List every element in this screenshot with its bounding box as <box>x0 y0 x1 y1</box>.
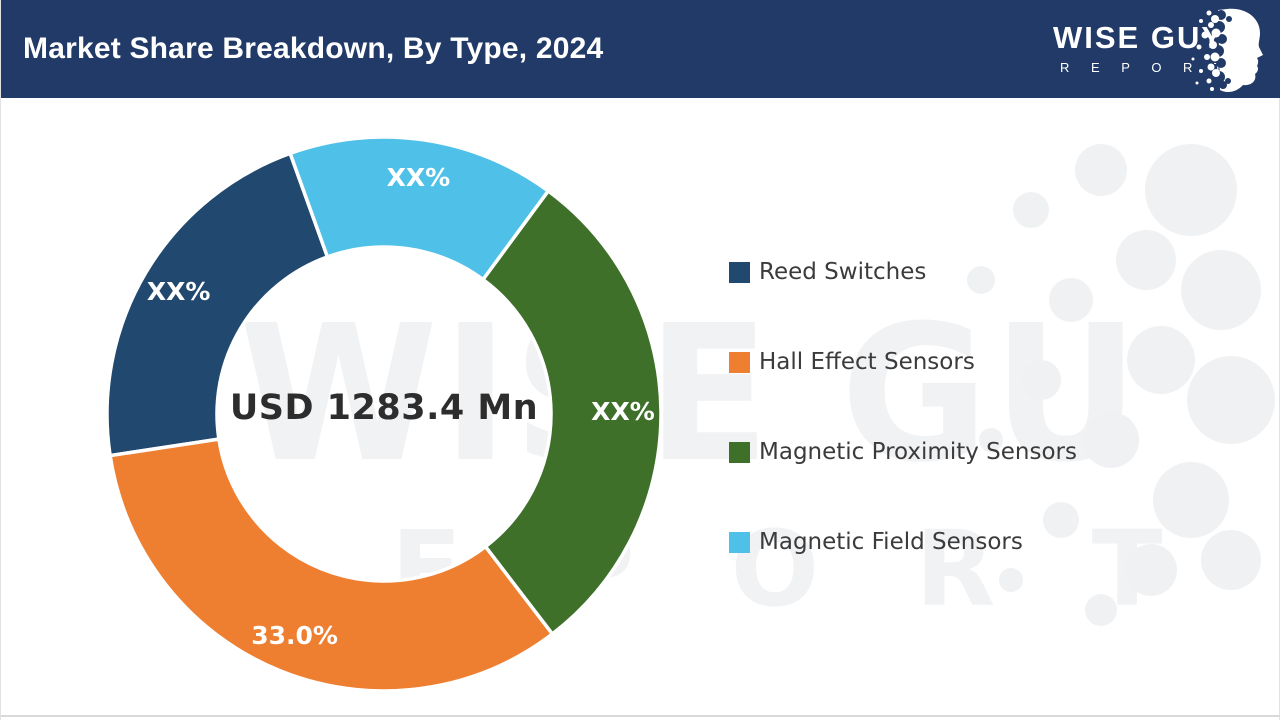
donut-segment-magnetic-field-sensors <box>288 135 550 282</box>
segment-value-label: 33.0% <box>251 621 338 650</box>
page-title: Market Share Breakdown, By Type, 2024 <box>23 32 604 65</box>
legend-swatch-icon <box>729 441 750 463</box>
header-bar: Market Share Breakdown, By Type, 2024 WI… <box>1 0 1280 98</box>
donut-segment-magnetic-proximity-sensors <box>481 189 663 636</box>
legend-label: Magnetic Field Sensors <box>759 529 1023 555</box>
legend-item-hall-effect-sensors: Hall Effect Sensors <box>729 342 1077 382</box>
bottom-edge-line <box>1 715 1280 717</box>
donut-segment-reed-switches <box>105 151 330 458</box>
legend-item-magnetic-field-sensors: Magnetic Field Sensors <box>729 522 1077 562</box>
legend-label: Reed Switches <box>759 259 927 285</box>
logo-reports-text: R E P O R T S <box>1060 60 1261 75</box>
donut-chart: XX% 33.0% XX% XX% <box>105 135 663 693</box>
chart-legend: Reed Switches Hall Effect Sensors Magnet… <box>729 252 1077 562</box>
segment-value-label: XX% <box>147 277 211 306</box>
donut-center-value: USD 1283.4 Mn <box>229 388 539 428</box>
logo-face-icon <box>1191 8 1263 93</box>
chart-area: XX% 33.0% XX% XX% USD 1283.4 Mn Reed Switch… <box>1 98 1280 720</box>
legend-swatch-icon <box>729 261 750 283</box>
watermark-face-dots <box>967 144 1275 626</box>
legend-item-reed-switches: Reed Switches <box>729 252 1077 292</box>
segment-value-label: XX% <box>591 397 655 426</box>
donut-segment-hall-effect-sensors <box>108 437 555 693</box>
wise-guy-reports-logo: WISE GUY R E P O R T S <box>1023 0 1265 98</box>
legend-item-magnetic-proximity-sensors: Magnetic Proximity Sensors <box>729 432 1077 472</box>
logo-wordmark: WISE GUY <box>1053 20 1225 55</box>
watermark-wordmark: WISE GU <box>239 285 1143 504</box>
segment-value-label: XX% <box>387 163 451 192</box>
legend-swatch-icon <box>729 531 750 553</box>
legend-label: Hall Effect Sensors <box>759 349 975 375</box>
legend-label: Magnetic Proximity Sensors <box>759 439 1077 465</box>
legend-swatch-icon <box>729 351 750 373</box>
